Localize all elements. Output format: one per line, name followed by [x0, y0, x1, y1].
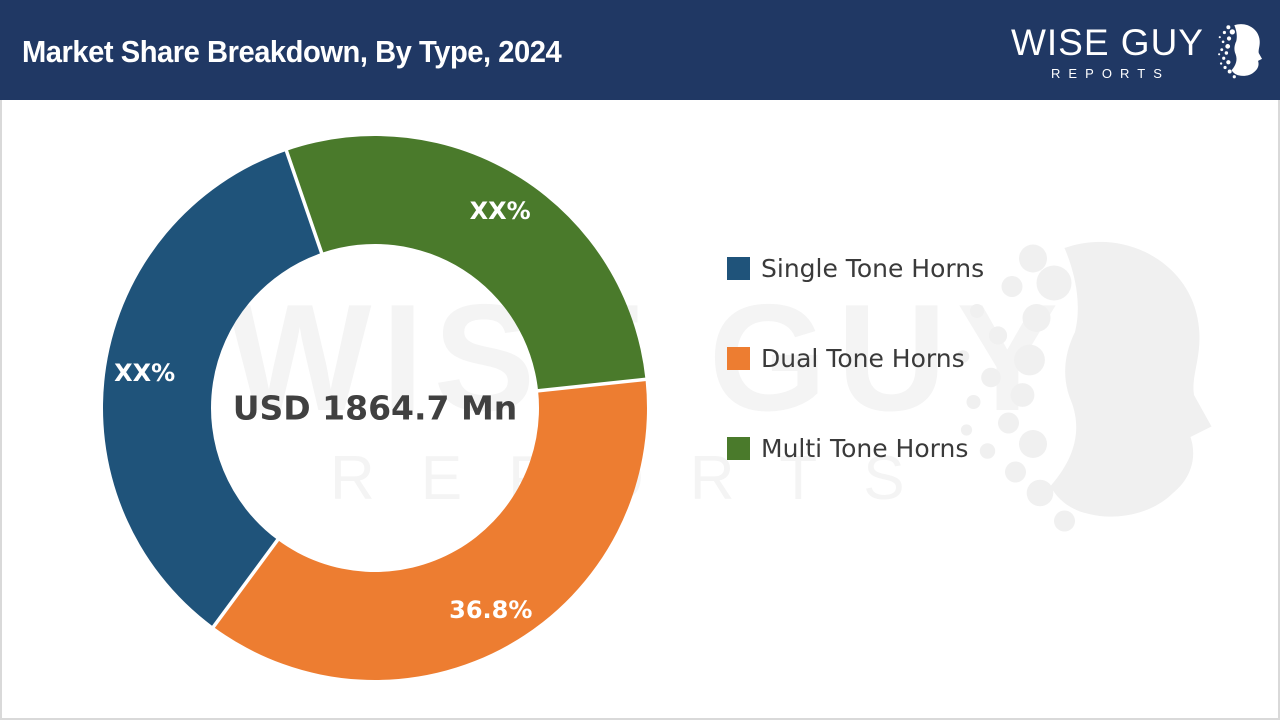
logo-wordmark-bottom: REPORTS: [1050, 66, 1170, 81]
donut-segment-0: [286, 136, 646, 391]
chart-legend: Single Tone Horns Dual Tone Horns Multi …: [727, 252, 984, 464]
page-title: Market Share Breakdown, By Type, 2024: [22, 34, 562, 69]
chart-center-value: USD 1864.7 Mn: [232, 388, 518, 428]
legend-label-single-tone-horns: Single Tone Horns: [761, 253, 985, 283]
legend-swatch-single-tone-horns: [727, 256, 750, 280]
donut-segment-1: [213, 379, 647, 680]
donut-segments: [103, 136, 648, 680]
donut-segment-2: [103, 150, 322, 627]
logo-wordmark-top: WISE GUY: [1010, 22, 1204, 63]
legend-swatch-multi-tone-horns: [727, 436, 750, 460]
segment-label-dual-tone-horns: 36.8%: [449, 596, 533, 625]
legend-item-dual-tone-horns: Dual Tone Horns: [727, 342, 984, 374]
legend-item-single-tone-horns: Single Tone Horns: [727, 252, 984, 284]
frame-edge-right: [1278, 100, 1280, 720]
watermark-face-icon: [956, 241, 1212, 532]
frame-edge-bottom: [0, 718, 1280, 720]
header-bar: Market Share Breakdown, By Type, 2024 WI…: [0, 0, 1280, 100]
legend-item-multi-tone-horns: Multi Tone Horns: [727, 432, 984, 464]
donut-chart: USD 1864.7 Mn XX% 36.8% XX%: [100, 133, 650, 683]
frame-edge-left: [0, 100, 2, 720]
segment-label-multi-tone-horns: XX%: [469, 197, 531, 226]
wise-guy-logo: WISE GUY REPORTS: [1011, 10, 1264, 92]
logo-face-icon: [1218, 24, 1263, 79]
logo-wordmark: WISE GUY REPORTS: [1011, 24, 1204, 80]
legend-label-multi-tone-horns: Multi Tone Horns: [761, 433, 969, 463]
legend-label-dual-tone-horns: Dual Tone Horns: [761, 343, 965, 373]
legend-swatch-dual-tone-horns: [727, 346, 750, 370]
segment-label-single-tone-horns: XX%: [114, 358, 176, 387]
